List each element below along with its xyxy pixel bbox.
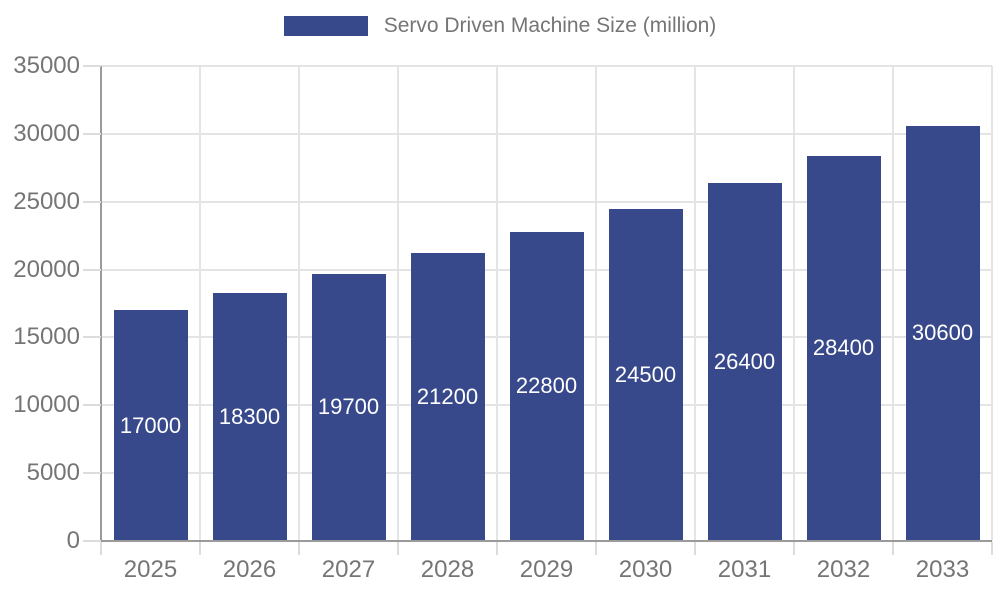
y-axis-tick <box>83 404 101 407</box>
y-axis-label: 35000 <box>13 52 80 79</box>
x-axis-line <box>101 540 992 542</box>
gridline-horizontal <box>101 65 992 67</box>
x-axis-tick <box>991 542 993 555</box>
y-axis-tick <box>83 200 101 203</box>
gridline-vertical <box>298 66 300 541</box>
x-axis-label: 2027 <box>321 556 376 583</box>
bar: 22800 <box>509 231 584 541</box>
x-axis-tick <box>694 542 696 555</box>
bar-value-label: 18300 <box>218 403 281 429</box>
x-axis-label: 2026 <box>222 556 277 583</box>
x-axis-label: 2028 <box>420 556 475 583</box>
y-axis-tick <box>83 65 101 67</box>
bar-value-label: 22800 <box>515 373 578 399</box>
bar-value-label: 19700 <box>317 394 380 420</box>
y-axis-label: 5000 <box>26 459 80 487</box>
bar: 21200 <box>410 253 485 541</box>
gridline-vertical <box>496 66 498 541</box>
y-axis-label: 10000 <box>13 391 80 419</box>
y-axis-label: 0 <box>66 527 80 554</box>
x-axis-label: 2031 <box>717 556 772 583</box>
y-axis-label: 25000 <box>13 187 80 215</box>
x-axis-tick <box>496 542 498 555</box>
x-axis-tick <box>595 542 597 555</box>
y-axis-tick <box>83 336 101 339</box>
x-axis-label: 2029 <box>519 556 574 583</box>
gridline-horizontal <box>101 200 992 203</box>
bar: 17000 <box>113 310 188 541</box>
bar: 24500 <box>608 208 683 541</box>
gridline-vertical <box>397 66 399 541</box>
gridline-vertical <box>793 66 795 541</box>
gridline-vertical <box>595 66 597 541</box>
y-axis-tick <box>83 472 101 475</box>
x-axis-tick <box>892 542 894 555</box>
gridline-vertical <box>199 66 201 541</box>
bar-value-label: 26400 <box>713 348 776 374</box>
bar-value-label: 28400 <box>812 335 875 361</box>
y-axis-tick <box>83 540 101 542</box>
bar: 28400 <box>806 155 881 541</box>
gridline-horizontal <box>101 132 992 135</box>
x-axis-label: 2030 <box>618 556 673 583</box>
x-axis-tick <box>100 542 102 555</box>
legend-swatch <box>283 16 368 36</box>
y-axis-tick <box>83 132 101 135</box>
y-axis-label: 30000 <box>13 119 80 147</box>
y-axis-line <box>100 66 102 541</box>
bar: 30600 <box>905 125 980 541</box>
x-axis-tick <box>397 542 399 555</box>
gridline-vertical <box>991 66 993 541</box>
y-axis-label: 20000 <box>13 255 80 283</box>
bar-value-label: 30600 <box>911 320 974 346</box>
bar: 19700 <box>311 273 386 541</box>
bar: 18300 <box>212 292 287 541</box>
x-axis-label: 2033 <box>915 556 970 583</box>
legend-label: Servo Driven Machine Size (million) <box>383 14 717 37</box>
y-axis-tick <box>83 268 101 271</box>
gridline-vertical <box>694 66 696 541</box>
bar-value-label: 17000 <box>119 412 182 438</box>
legend-item[interactable]: Servo Driven Machine Size (million) <box>283 14 717 38</box>
x-axis-tick <box>298 542 300 555</box>
x-axis-tick <box>793 542 795 555</box>
bar: 26400 <box>707 182 782 541</box>
plot-area: 17000 18300 19700 21200 22800 24500 26400 28400… <box>101 65 993 541</box>
gridline-vertical <box>892 66 894 541</box>
y-axis-label: 15000 <box>13 323 80 351</box>
bar-value-label: 24500 <box>614 361 677 387</box>
bar-value-label: 21200 <box>416 384 479 410</box>
legend: Servo Driven Machine Size (million) <box>0 14 1000 38</box>
x-axis-label: 2025 <box>123 556 178 583</box>
x-axis-label: 2032 <box>816 556 871 583</box>
x-axis-tick <box>199 542 201 555</box>
